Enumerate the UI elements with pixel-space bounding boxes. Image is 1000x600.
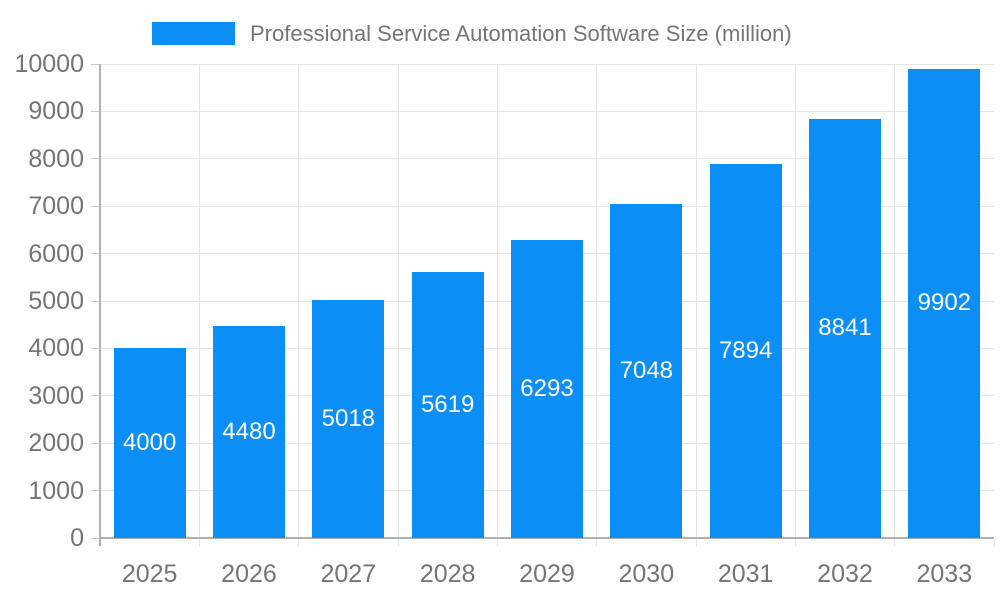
h-gridline xyxy=(100,158,994,160)
x-tick xyxy=(397,538,399,546)
h-gridline xyxy=(100,205,994,207)
bar-value-label: 5619 xyxy=(420,390,475,418)
bar-value-label: 7894 xyxy=(718,336,773,364)
bar xyxy=(511,239,583,538)
y-tick xyxy=(91,205,100,207)
y-tick xyxy=(91,490,100,492)
x-tick xyxy=(695,538,697,546)
bar-value-label: 9902 xyxy=(917,289,972,317)
v-gridline xyxy=(298,64,300,538)
v-gridline xyxy=(794,64,796,538)
x-tick-label: 2025 xyxy=(121,560,178,588)
x-tick xyxy=(496,538,498,546)
y-tick-label: 5000 xyxy=(28,287,84,315)
v-gridline xyxy=(695,64,697,538)
x-tick-label: 2028 xyxy=(419,560,476,588)
y-tick xyxy=(91,110,100,112)
x-tick-label: 2031 xyxy=(717,560,774,588)
x-tick-label: 2033 xyxy=(916,560,973,588)
y-tick-label: 4000 xyxy=(28,334,84,363)
bar-value-label: 8841 xyxy=(818,314,872,342)
y-tick-label: 10000 xyxy=(14,50,84,78)
bar xyxy=(312,300,385,538)
x-tick xyxy=(596,538,598,546)
x-tick xyxy=(894,538,896,546)
bar xyxy=(213,325,285,538)
y-tick-label: 0 xyxy=(70,524,84,552)
v-gridline xyxy=(596,64,598,538)
y-tick xyxy=(91,63,100,65)
y-tick-label: 7000 xyxy=(28,192,84,221)
y-tick xyxy=(91,300,100,302)
y-tick xyxy=(91,253,100,255)
x-tick-label: 2026 xyxy=(221,560,277,588)
x-tick-label: 2027 xyxy=(320,560,377,588)
x-tick xyxy=(198,538,200,546)
bar xyxy=(411,271,484,538)
y-tick xyxy=(91,347,100,349)
y-tick-label: 9000 xyxy=(28,97,84,126)
y-tick xyxy=(91,442,100,444)
y-tick xyxy=(91,158,100,160)
h-gridline xyxy=(100,110,994,112)
bar-value-label: 6293 xyxy=(520,374,574,402)
y-axis-line xyxy=(99,64,101,546)
bar xyxy=(113,348,186,538)
x-tick xyxy=(794,538,796,546)
x-tick-label: 2032 xyxy=(817,560,873,588)
bar-value-label: 5018 xyxy=(321,405,376,433)
y-tick-label: 6000 xyxy=(28,239,84,268)
y-tick-label: 8000 xyxy=(28,144,84,173)
v-gridline xyxy=(198,64,200,538)
bar xyxy=(709,163,782,538)
legend-swatch xyxy=(152,22,235,45)
bar xyxy=(809,118,881,538)
bar-value-label: 7048 xyxy=(619,356,674,384)
x-tick-label: 2029 xyxy=(519,560,575,588)
x-tick xyxy=(993,538,995,546)
x-tick-label: 2030 xyxy=(618,560,675,588)
bar xyxy=(908,68,981,538)
y-tick xyxy=(91,395,100,397)
bar-value-label: 4480 xyxy=(222,417,276,445)
h-gridline xyxy=(100,63,994,65)
v-gridline xyxy=(496,64,498,538)
v-gridline xyxy=(397,64,399,538)
y-tick-label: 1000 xyxy=(28,476,84,505)
bar-value-label: 4000 xyxy=(122,429,177,457)
y-tick xyxy=(91,537,100,539)
y-tick-label: 3000 xyxy=(28,381,84,410)
x-axis-baseline xyxy=(100,537,994,539)
y-tick-label: 2000 xyxy=(28,429,84,458)
plot-area: 0 1000 2000 3000 4000 5000 6000 7000 8000 9000 100… xyxy=(14,50,995,588)
v-gridline xyxy=(894,64,896,538)
x-tick xyxy=(298,538,300,546)
legend-label: Professional Service Automation Software… xyxy=(250,21,792,46)
bar xyxy=(610,203,683,538)
